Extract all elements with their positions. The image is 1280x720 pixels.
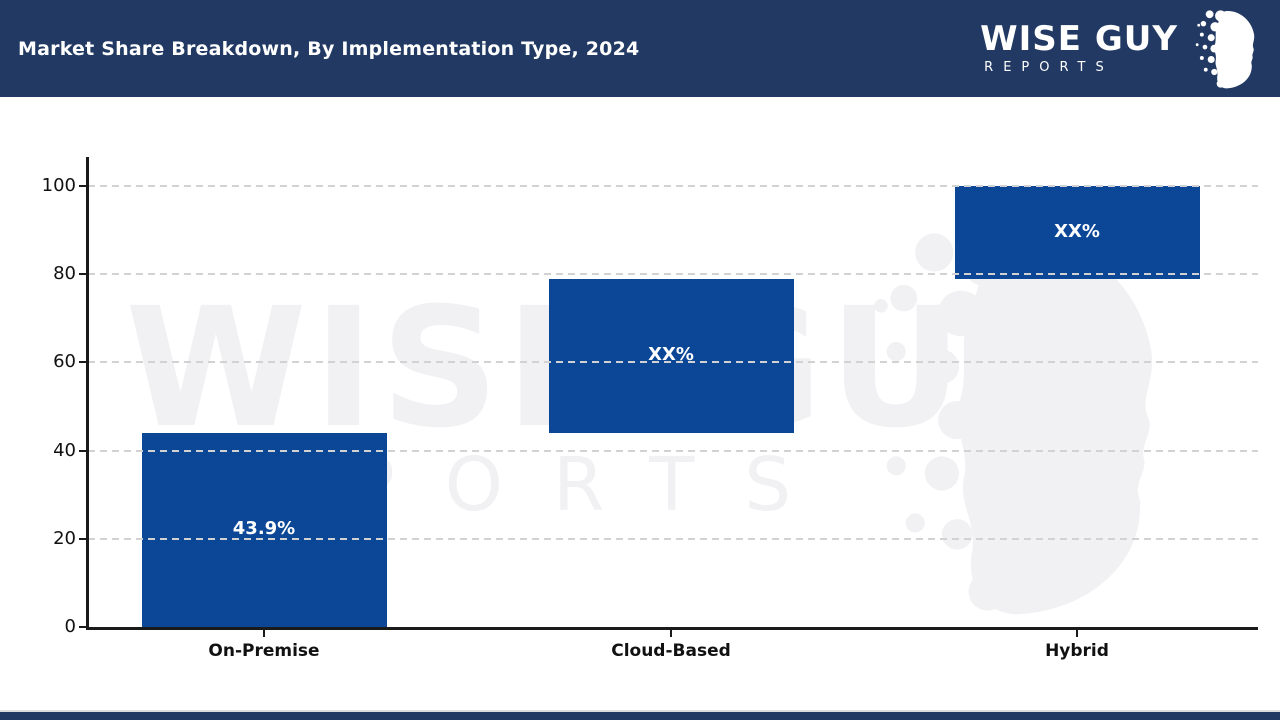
chart-title: Market Share Breakdown, By Implementatio… xyxy=(18,37,640,60)
x-tick-0 xyxy=(263,628,265,637)
logo-wordmark-line2: REPORTS xyxy=(984,59,1114,75)
y-tick-label-60: 60 xyxy=(53,351,76,373)
logo-face-icon xyxy=(1195,9,1255,88)
y-tick-label-100: 100 xyxy=(41,175,76,196)
category-label-on-premise: On-Premise xyxy=(208,641,320,661)
y-tick-40 xyxy=(79,449,88,452)
gridline-100 xyxy=(88,185,1258,187)
x-tick-2 xyxy=(1076,628,1078,637)
gridline-60 xyxy=(88,361,1258,364)
gridline-80 xyxy=(88,273,1258,276)
category-label-hybrid: Hybrid xyxy=(1045,641,1109,661)
x-axis-line xyxy=(86,626,1258,630)
watermark-face-icon xyxy=(866,233,1153,615)
gridline-40 xyxy=(88,449,1258,452)
y-tick-label-40: 40 xyxy=(53,439,76,461)
y-axis-line xyxy=(86,157,89,629)
bar-cloud-based xyxy=(548,279,794,434)
footer-bar xyxy=(0,712,1280,720)
logo-wordmark: WISE GUY REPORTS xyxy=(980,19,1178,75)
wiseguy-logo: WISE GUY REPORTS xyxy=(980,7,1258,91)
y-tick-60 xyxy=(79,361,88,364)
bar-value-label: XX% xyxy=(648,344,694,366)
footer-divider xyxy=(0,710,1280,712)
y-tick-20 xyxy=(79,537,88,540)
bar-value-label: XX% xyxy=(1054,220,1100,242)
y-tick-100 xyxy=(79,185,88,187)
category-label-cloud-based: Cloud-Based xyxy=(611,641,731,661)
waterfall-chart: WISE GUY REPORTS 0 20 40 60 80 xyxy=(0,97,1280,713)
logo-wordmark-line1: WISE GUY xyxy=(980,19,1178,60)
header-bar: Market Share Breakdown, By Implementatio… xyxy=(0,0,1280,97)
y-tick-label-80: 80 xyxy=(53,263,76,285)
y-tick-label-0: 0 xyxy=(64,616,76,637)
gridline-20 xyxy=(88,537,1258,540)
y-tick-80 xyxy=(79,273,88,276)
y-tick-label-20: 20 xyxy=(53,527,76,549)
bar-value-label: 43.9% xyxy=(232,518,296,540)
y-tick-0 xyxy=(79,626,88,628)
bar-on-premise xyxy=(141,433,387,627)
x-tick-1 xyxy=(670,628,672,637)
